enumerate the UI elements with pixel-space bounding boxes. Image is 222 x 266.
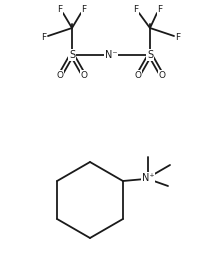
Text: O: O bbox=[135, 70, 141, 80]
Text: O: O bbox=[57, 70, 63, 80]
Text: N⁺: N⁺ bbox=[142, 173, 154, 183]
Text: N⁻: N⁻ bbox=[105, 50, 117, 60]
Text: O: O bbox=[159, 70, 165, 80]
Text: F: F bbox=[157, 6, 163, 15]
Text: S: S bbox=[147, 50, 153, 60]
Text: F: F bbox=[42, 34, 47, 43]
Text: O: O bbox=[81, 70, 87, 80]
Text: F: F bbox=[57, 6, 63, 15]
Text: S: S bbox=[69, 50, 75, 60]
Text: F: F bbox=[81, 6, 87, 15]
Text: F: F bbox=[175, 34, 180, 43]
Text: F: F bbox=[133, 6, 139, 15]
